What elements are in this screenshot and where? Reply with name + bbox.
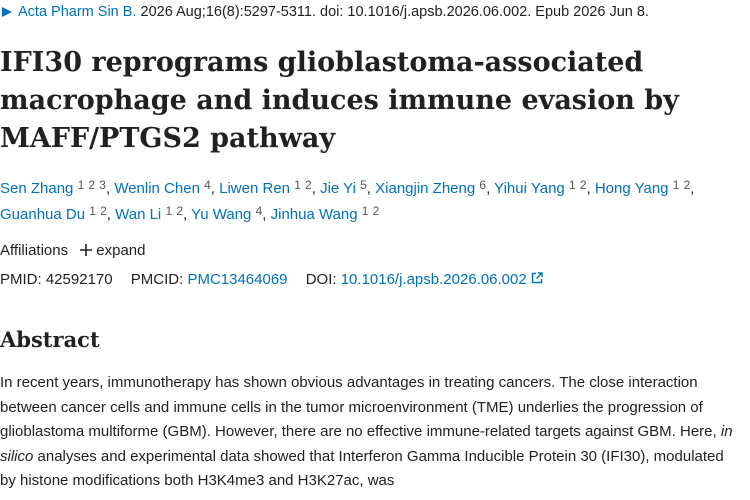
journal-link[interactable]: Acta Pharm Sin B.: [18, 4, 137, 20]
separator: ,: [262, 206, 267, 223]
affiliation-number[interactable]: 2: [100, 204, 107, 218]
author-name[interactable]: Wan Li: [115, 206, 162, 223]
abstract-text: In recent years, immunotherapy has shown…: [0, 371, 742, 494]
author-name[interactable]: Xiangjin Zheng: [375, 180, 476, 197]
affiliation-number[interactable]: 2: [372, 204, 380, 218]
identifiers: PMID: 42592170 PMCID: PMC13464069 DOI: 1…: [0, 271, 543, 288]
author: Wenlin Chen 4,: [114, 178, 215, 197]
expand-button[interactable]: expand: [80, 242, 145, 259]
affiliation-number[interactable]: 1: [361, 204, 369, 218]
affiliation-number[interactable]: 1: [165, 204, 173, 218]
author-name[interactable]: Yu Wang: [191, 206, 252, 223]
author-name[interactable]: Jinhua Wang: [270, 206, 358, 223]
expand-label: expand: [96, 242, 146, 259]
affiliation-number[interactable]: 2: [579, 178, 587, 192]
affiliations-label: Affiliations: [0, 242, 69, 259]
affiliation-number[interactable]: 2: [305, 178, 312, 192]
author-name[interactable]: Liwen Ren: [219, 180, 291, 197]
author-name[interactable]: Guanhua Du: [0, 206, 86, 223]
separator: ,: [366, 180, 371, 197]
author-list: Sen Zhang 1 2 3, Wenlin Chen 4, Liwen Re…: [0, 176, 745, 228]
separator: ,: [311, 180, 316, 197]
collapse-icon[interactable]: [2, 7, 12, 17]
article-title: IFI30 reprograms glioblastoma-associated…: [0, 47, 679, 154]
affiliation-number[interactable]: 2: [88, 178, 96, 192]
author: Jie Yi 5,: [320, 178, 371, 197]
abstract-part: analyses and experimental data showed th…: [0, 447, 724, 490]
author: Yihui Yang 1 2,: [494, 178, 591, 197]
affiliation-number[interactable]: 6: [479, 178, 487, 192]
citation-details: 2026 Aug;16(8):5297-5311. doi: 10.1016/j…: [140, 4, 649, 20]
affiliation-number[interactable]: 4: [255, 204, 263, 218]
author: Liwen Ren 1 2,: [219, 178, 316, 197]
separator: ,: [183, 206, 188, 223]
separator: ,: [210, 180, 215, 197]
affiliation-number[interactable]: 1: [568, 178, 576, 192]
author-name[interactable]: Sen Zhang: [0, 180, 74, 197]
author: Sen Zhang 1 2 3,: [0, 178, 111, 197]
affiliation-number[interactable]: 1: [89, 204, 96, 218]
author: Yu Wang 4,: [191, 204, 267, 223]
author-name[interactable]: Hong Yang: [594, 180, 669, 197]
pmid-label: PMID:: [0, 271, 42, 288]
author: Hong Yang 1 2,: [594, 178, 695, 197]
doi-label: DOI:: [305, 271, 337, 288]
affiliation-number[interactable]: 1: [77, 178, 85, 192]
abstract-part: In recent years, immunotherapy has shown…: [0, 374, 721, 440]
abstract-heading: Abstract: [0, 327, 100, 352]
author: Guanhua Du 1 2,: [0, 204, 111, 223]
doi-link[interactable]: 10.1016/j.apsb.2026.06.002: [341, 271, 543, 288]
separator: ,: [486, 180, 491, 197]
separator: ,: [106, 206, 111, 223]
author-name[interactable]: Yihui Yang: [494, 180, 565, 197]
affiliation-number[interactable]: 3: [99, 178, 106, 192]
author: Wan Li 1 2,: [115, 204, 188, 223]
separator: ,: [586, 180, 591, 197]
affiliation-number[interactable]: 4: [204, 178, 211, 192]
citation: Acta Pharm Sin B. 2026 Aug;16(8):5297-53…: [2, 4, 649, 20]
abstract-emphasis: in silico: [0, 423, 733, 465]
author: Xiangjin Zheng 6,: [375, 178, 491, 197]
affiliation-number[interactable]: 1: [672, 178, 680, 192]
author-name[interactable]: Jie Yi: [320, 180, 356, 197]
affiliation-number[interactable]: 2: [176, 204, 183, 218]
pmcid-link[interactable]: PMC13464069: [187, 271, 288, 288]
affiliations: Affiliations expand: [0, 242, 145, 259]
external-link-icon: [531, 272, 543, 284]
affiliation-number[interactable]: 1: [294, 178, 301, 192]
author: Jinhua Wang 1 2: [270, 204, 380, 223]
affiliation-number[interactable]: 2: [683, 178, 691, 192]
pmid: 42592170: [45, 271, 113, 288]
plus-icon: [80, 244, 93, 256]
separator: ,: [690, 180, 695, 197]
affiliation-number[interactable]: 5: [360, 178, 367, 192]
author-name[interactable]: Wenlin Chen: [114, 180, 200, 197]
pmcid-label: PMCID:: [130, 271, 184, 288]
doi: 10.1016/j.apsb.2026.06.002: [340, 271, 527, 288]
separator: ,: [105, 180, 111, 197]
